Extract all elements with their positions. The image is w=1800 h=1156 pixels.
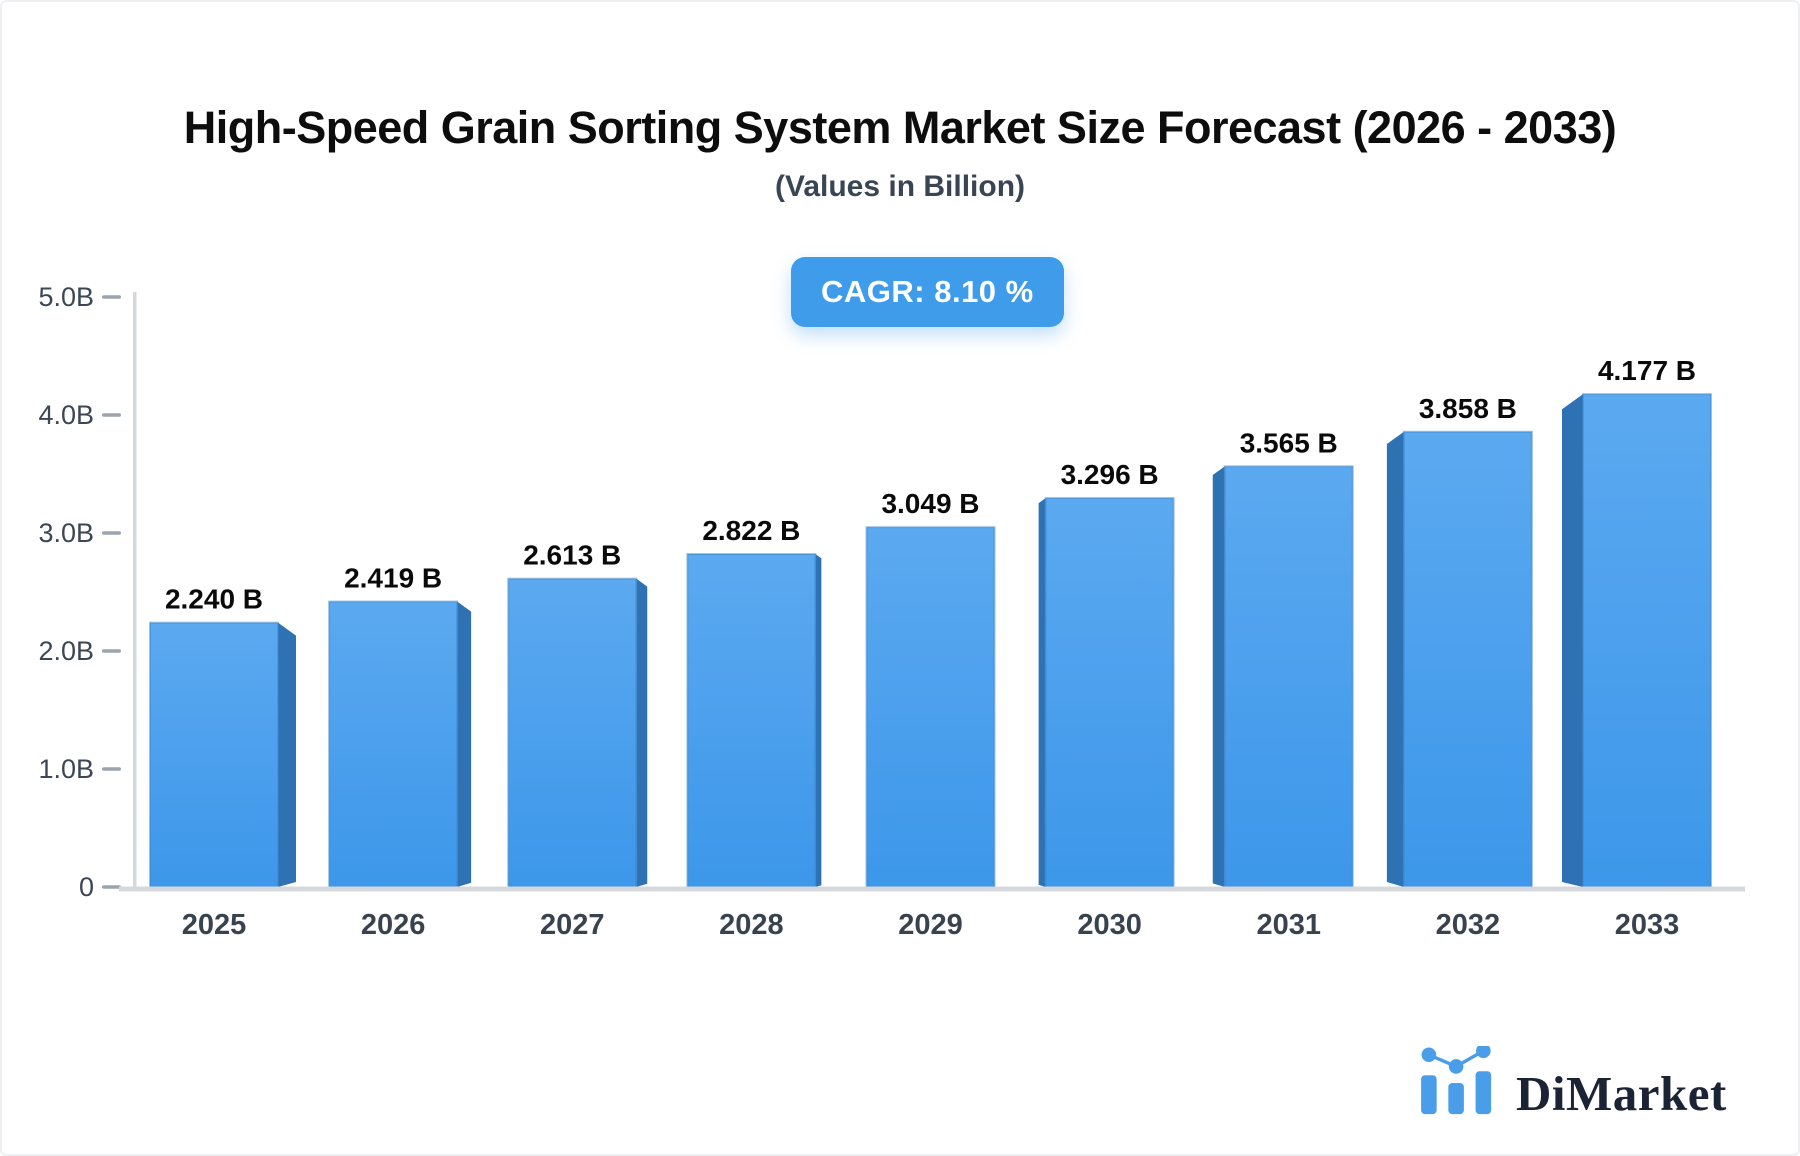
bar-2033 — [1582, 393, 1712, 888]
y-tick-mark — [102, 767, 121, 771]
x-tick-label: 2033 — [1615, 909, 1680, 941]
chart-title: High-Speed Grain Sorting System Market S… — [183, 102, 1617, 153]
y-tick-label: 1.0B — [38, 754, 94, 784]
x-tick-label: 2030 — [1077, 909, 1142, 941]
dimarket-logo-icon — [1421, 1046, 1492, 1115]
bar-side-face — [457, 601, 472, 887]
bar-value-label: 3.296 B — [1061, 459, 1159, 490]
bar-side-face — [815, 554, 822, 887]
bar-2027 — [507, 577, 638, 889]
cagr-badge: CAGR: 8.10 % — [791, 257, 1064, 327]
bar-2029 — [865, 526, 996, 889]
x-tick-label: 2025 — [182, 909, 247, 941]
x-tick-label: 2032 — [1436, 909, 1501, 941]
y-tick-mark — [102, 531, 121, 535]
bar-value-label: 3.565 B — [1240, 427, 1338, 458]
y-tick-label: 3.0B — [38, 518, 94, 548]
bar-side-face — [1038, 498, 1046, 887]
bar-2028 — [686, 553, 817, 889]
x-tick-label: 2027 — [540, 909, 605, 941]
y-axis-line — [133, 292, 137, 887]
bar-value-label: 2.419 B — [344, 563, 442, 594]
bar-2031 — [1223, 465, 1354, 888]
bar-side-face — [1386, 431, 1404, 887]
y-tick-label: 2.0B — [38, 636, 94, 666]
bar-value-label: 2.613 B — [523, 540, 621, 571]
y-tick-label: 5.0B — [38, 282, 94, 312]
y-tick-mark — [102, 885, 121, 889]
bar-value-label: 2.240 B — [165, 584, 263, 615]
x-tick-label: 2031 — [1256, 909, 1321, 941]
x-tick-label: 2029 — [898, 909, 963, 941]
y-tick-mark — [102, 649, 121, 653]
brand-logo: DiMarket — [1418, 1046, 1727, 1118]
bar-2026 — [328, 600, 459, 888]
bar-value-label: 2.822 B — [702, 515, 800, 546]
bar-side-face — [1212, 466, 1225, 887]
bar-value-label: 3.049 B — [881, 488, 979, 519]
bar-value-label: 4.177 B — [1598, 355, 1696, 386]
y-tick-mark — [102, 413, 121, 417]
bar-2030 — [1044, 497, 1175, 888]
y-tick-label: 0 — [79, 872, 94, 902]
x-axis-line — [119, 886, 1745, 892]
chart-subtitle: (Values in Billion) — [774, 170, 1026, 203]
bar-2032 — [1402, 430, 1533, 888]
bar-side-face — [1562, 394, 1583, 887]
bar-value-label: 3.858 B — [1419, 393, 1517, 424]
bar-side-face — [636, 578, 648, 887]
brand-name: DiMarket — [1516, 1066, 1727, 1121]
x-tick-label: 2026 — [361, 909, 426, 941]
x-tick-label: 2028 — [719, 909, 784, 941]
bar-2025 — [149, 621, 279, 888]
y-tick-mark — [102, 295, 121, 299]
bar-side-face — [278, 622, 296, 887]
y-tick-label: 4.0B — [38, 400, 94, 430]
